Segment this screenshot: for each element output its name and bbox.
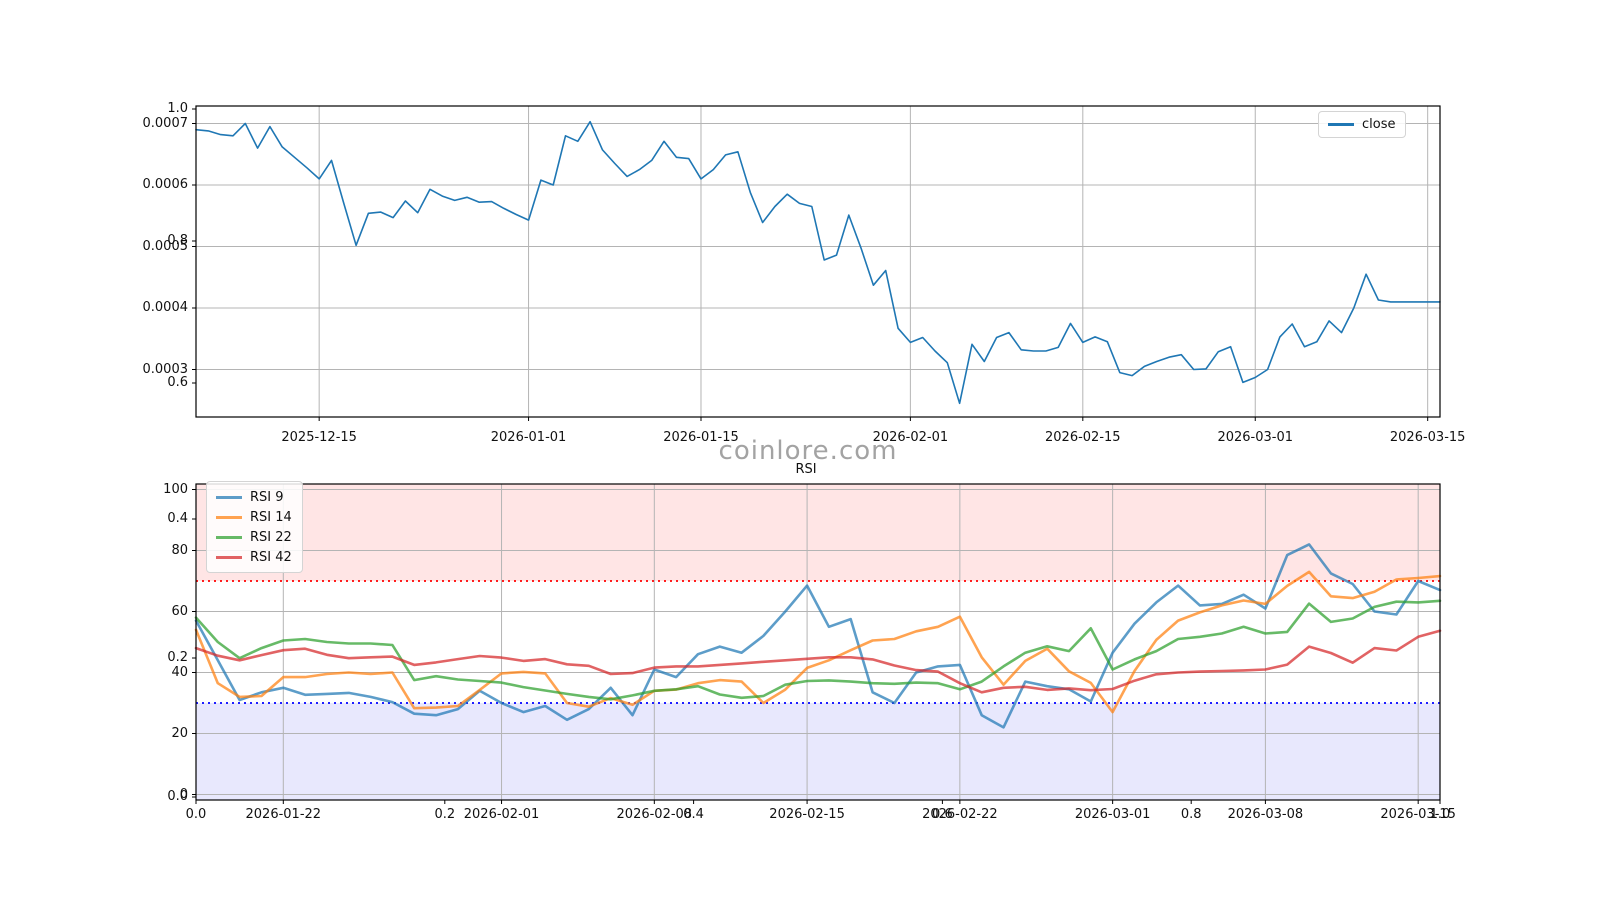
rsi-y2-tick-label: 0.0 xyxy=(167,789,188,804)
price-y2-tick-label: 0.6 xyxy=(167,375,188,390)
rsi-x-tick-label: 2026-02-15 xyxy=(769,807,845,822)
rsi-x2-tick-label: 0.2 xyxy=(434,807,456,822)
legend-item: RSI 42 xyxy=(216,547,292,567)
rsi-y-tick-label: 40 xyxy=(171,664,188,680)
price-x-tick-label: 2026-02-01 xyxy=(872,430,949,445)
rsi-x-tick-label: 2026-02-08 xyxy=(616,807,693,822)
rsi-y-tick-label: 100 xyxy=(163,481,188,497)
rsi-y2-tick-label: 0.2 xyxy=(167,650,188,665)
price-y-tick-label: 0.0006 xyxy=(142,177,189,192)
rsi-x2-tick-label: 0.8 xyxy=(1180,807,1202,822)
price-x-tick-label: 2026-03-15 xyxy=(1389,430,1466,445)
rsi-x2-tick-label: 0.0 xyxy=(185,807,207,822)
legend-item: RSI 9 xyxy=(216,487,292,507)
legend-item-label: RSI 9 xyxy=(250,489,284,505)
rsi-x-tick-label: 2026-02-01 xyxy=(463,807,540,822)
price-y-tick-label: 0.0007 xyxy=(142,115,189,131)
rsi-x-tick-label: 2026-03-08 xyxy=(1227,807,1304,822)
legend-line-swatch xyxy=(216,535,242,539)
price-y2-tick-label: 0.8 xyxy=(167,233,188,248)
rsi-y-tick-label: 60 xyxy=(171,603,188,619)
rsi-y-tick-label: 80 xyxy=(171,542,188,558)
rsi-x-tick-label: 2026-02-22 xyxy=(922,807,998,822)
rsi-x-tick-label: 2026-01-22 xyxy=(245,807,322,822)
legend-line-swatch xyxy=(216,515,242,519)
rsi-y-tick-label: 0 xyxy=(179,786,188,802)
price-x-tick-label: 2025-12-15 xyxy=(281,430,357,445)
legend-item: close xyxy=(1328,117,1395,132)
legend-item-label: RSI 22 xyxy=(250,529,292,545)
price-y2-tick-label: 1.0 xyxy=(167,101,188,116)
price-y-tick-label: 0.0004 xyxy=(142,300,189,315)
rsi-legend: RSI 9 RSI 14 RSI 22 RSI 42 xyxy=(206,481,303,573)
price-x-tick-label: 2026-01-01 xyxy=(490,430,567,445)
rsi-y-tick-label: 20 xyxy=(171,725,188,741)
watermark: coinlore.com xyxy=(718,436,898,466)
rsi-chart-title: RSI xyxy=(795,462,817,477)
price-x-tick-label: 2026-01-15 xyxy=(663,430,739,445)
legend-item-label: RSI 14 xyxy=(250,509,292,525)
price-x-tick-label: 2026-03-01 xyxy=(1217,430,1294,445)
legend-item: RSI 22 xyxy=(216,527,292,547)
legend-line-swatch xyxy=(1328,123,1354,126)
price-x-tick-label: 2026-02-15 xyxy=(1045,430,1121,445)
rsi-x2-tick-label: 1.0 xyxy=(1429,807,1451,822)
rsi-x-tick-label: 2026-03-01 xyxy=(1074,807,1151,822)
legend-item: RSI 14 xyxy=(216,507,292,527)
rsi-x-tick-label: 2026-03-15 xyxy=(1380,807,1456,822)
rsi-y2-tick-label: 0.4 xyxy=(167,511,188,526)
price-y-tick-label: 0.0003 xyxy=(142,361,189,377)
legend-item-label: close xyxy=(1362,117,1396,132)
rsi-x2-tick-label: 0.6 xyxy=(932,807,953,822)
price-y-tick-label: 0.0005 xyxy=(142,238,189,254)
legend-line-swatch xyxy=(216,555,242,559)
rsi-x2-tick-label: 0.4 xyxy=(683,807,704,822)
legend-item-label: RSI 42 xyxy=(250,549,292,565)
legend-line-swatch xyxy=(216,495,242,499)
price-legend: close xyxy=(1318,111,1407,138)
